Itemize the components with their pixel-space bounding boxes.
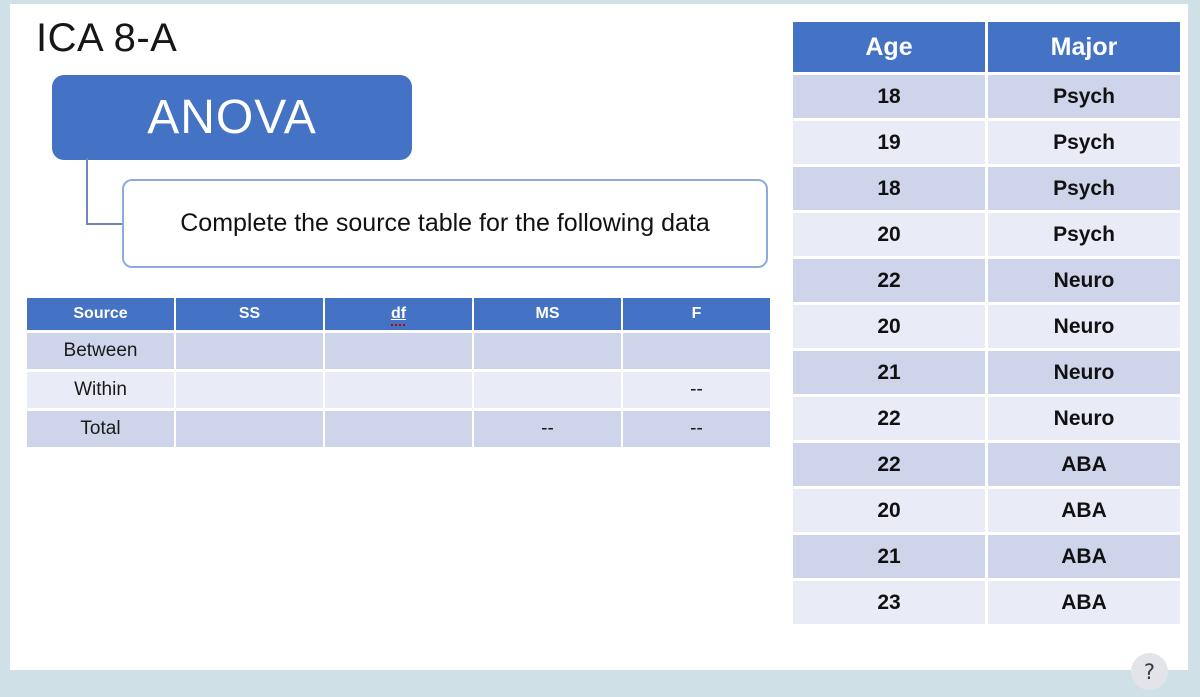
source-row-within-ss <box>176 372 323 408</box>
data-cell-age: 20 <box>793 489 985 532</box>
data-cell-age: 21 <box>793 351 985 394</box>
data-cell-major: ABA <box>988 535 1180 578</box>
source-row-between-df <box>325 333 472 369</box>
source-table-header-df: df <box>325 298 472 330</box>
data-cell-age: 22 <box>793 397 985 440</box>
source-table-header-f: F <box>623 298 770 330</box>
source-row-total-f: -- <box>623 411 770 447</box>
data-cell-age: 23 <box>793 581 985 624</box>
data-cell-age: 22 <box>793 443 985 486</box>
data-cell-major: ABA <box>988 489 1180 532</box>
data-cell-major: Neuro <box>988 259 1180 302</box>
data-table-header-age: Age <box>793 22 985 72</box>
data-cell-major: Psych <box>988 213 1180 256</box>
instruction-text: Complete the source table for the follow… <box>180 209 710 237</box>
data-table-header-major: Major <box>988 22 1180 72</box>
source-row-total-df <box>325 411 472 447</box>
help-button[interactable]: ? <box>1131 653 1168 690</box>
source-row-total-label: Total <box>27 411 174 447</box>
source-table-header-ms: MS <box>474 298 621 330</box>
question-mark-icon: ? <box>1143 659 1156 684</box>
data-cell-major: ABA <box>988 581 1180 624</box>
connector-line-horizontal <box>86 223 124 225</box>
df-spellcheck-underline: df <box>390 305 407 326</box>
source-row-within-df <box>325 372 472 408</box>
source-row-total-ms: -- <box>474 411 621 447</box>
data-cell-major: Neuro <box>988 351 1180 394</box>
source-row-between-ms <box>474 333 621 369</box>
source-table: Source SS df MS F Between Within -- Tota… <box>27 298 770 447</box>
data-table: Age Major 18 Psych 19 Psych 18 Psych 20 … <box>793 22 1180 624</box>
source-row-within-label: Within <box>27 372 174 408</box>
data-cell-age: 20 <box>793 213 985 256</box>
data-cell-age: 18 <box>793 167 985 210</box>
data-cell-age: 22 <box>793 259 985 302</box>
data-cell-age: 21 <box>793 535 985 578</box>
anova-shape: ANOVA <box>52 75 412 160</box>
source-table-header-source: Source <box>27 298 174 330</box>
source-row-between-label: Between <box>27 333 174 369</box>
source-row-between-ss <box>176 333 323 369</box>
source-table-header-ss: SS <box>176 298 323 330</box>
data-cell-major: Psych <box>988 75 1180 118</box>
data-cell-age: 19 <box>793 121 985 164</box>
data-cell-major: Psych <box>988 121 1180 164</box>
data-cell-age: 18 <box>793 75 985 118</box>
anova-shape-label: ANOVA <box>147 91 317 144</box>
connector-line-vertical <box>86 158 88 225</box>
data-cell-major: ABA <box>988 443 1180 486</box>
data-cell-age: 20 <box>793 305 985 348</box>
data-cell-major: Psych <box>988 167 1180 210</box>
data-cell-major: Neuro <box>988 305 1180 348</box>
data-cell-major: Neuro <box>988 397 1180 440</box>
page-title: ICA 8-A <box>36 16 178 60</box>
source-row-between-f <box>623 333 770 369</box>
instruction-callout: Complete the source table for the follow… <box>122 179 768 268</box>
source-row-within-ms <box>474 372 621 408</box>
source-row-within-f: -- <box>623 372 770 408</box>
source-row-total-ss <box>176 411 323 447</box>
